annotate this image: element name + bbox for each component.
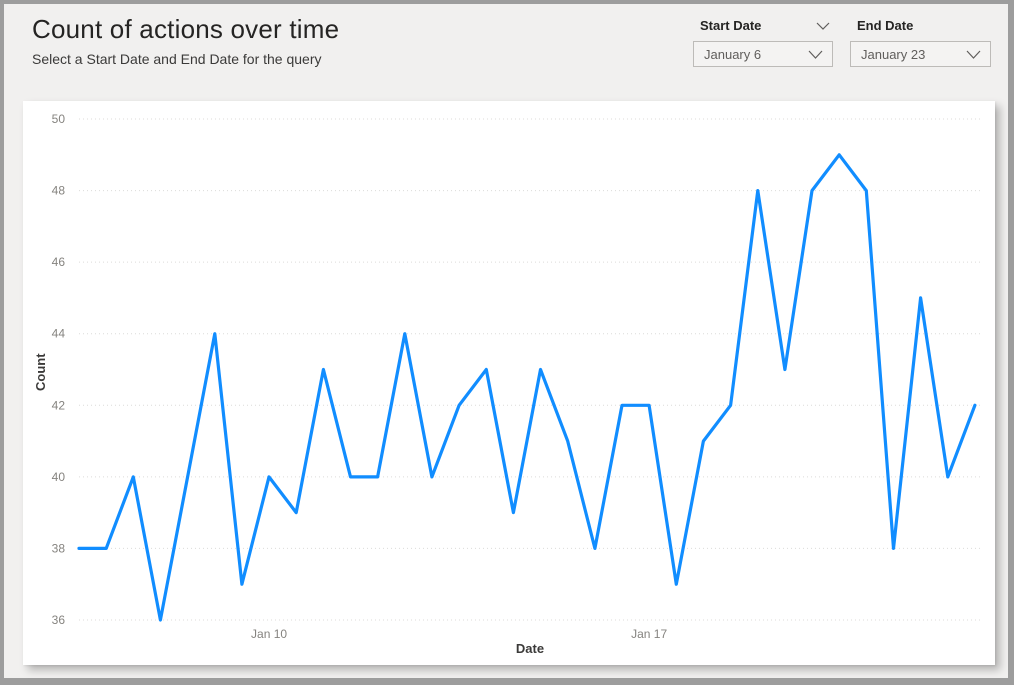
end-date-slicer: End Date January 23 xyxy=(850,15,991,67)
line-chart-canvas: 36 38 40 42 44 46 48 50 Jan 10 Jan 17 xyxy=(52,112,981,641)
y-axis-title: Count xyxy=(33,353,48,391)
end-date-slicer-header: End Date xyxy=(850,15,991,36)
end-date-slicer-label: End Date xyxy=(857,18,914,33)
start-date-dropdown[interactable]: January 6 xyxy=(693,41,833,67)
y-axis-tick-label: 44 xyxy=(52,327,66,341)
start-date-slicer-header: Start Date xyxy=(693,15,833,36)
start-date-slicer: Start Date January 6 xyxy=(693,15,833,67)
y-axis-tick-label: 50 xyxy=(52,112,66,126)
x-axis-tick-label: Jan 10 xyxy=(251,627,287,641)
y-axis-tick-label: 40 xyxy=(52,470,66,484)
end-date-value: January 23 xyxy=(861,46,926,62)
x-axis-tick-label: Jan 17 xyxy=(631,627,667,641)
end-date-dropdown[interactable]: January 23 xyxy=(850,41,991,67)
start-date-slicer-label: Start Date xyxy=(700,18,762,33)
chevron-down-icon[interactable] xyxy=(816,22,830,30)
y-axis-tick-label: 42 xyxy=(52,398,66,412)
x-axis-title: Date xyxy=(515,641,545,656)
page-title: Count of actions over time xyxy=(32,14,340,44)
y-axis-tick-label: 48 xyxy=(52,184,66,198)
chevron-down-icon xyxy=(808,50,823,59)
line-chart-card: 36 38 40 42 44 46 48 50 Jan 10 Jan 17 Count Date xyxy=(23,101,995,665)
y-axis-tick-label: 36 xyxy=(52,613,66,627)
count-line-series[interactable] xyxy=(77,153,977,622)
start-date-value: January 6 xyxy=(704,46,762,62)
page-subtitle: Select a Start Date and End Date for the… xyxy=(32,51,322,67)
y-axis-tick-label: 38 xyxy=(52,541,66,555)
y-axis-tick-label: 46 xyxy=(52,255,66,269)
chevron-down-icon xyxy=(966,50,981,59)
